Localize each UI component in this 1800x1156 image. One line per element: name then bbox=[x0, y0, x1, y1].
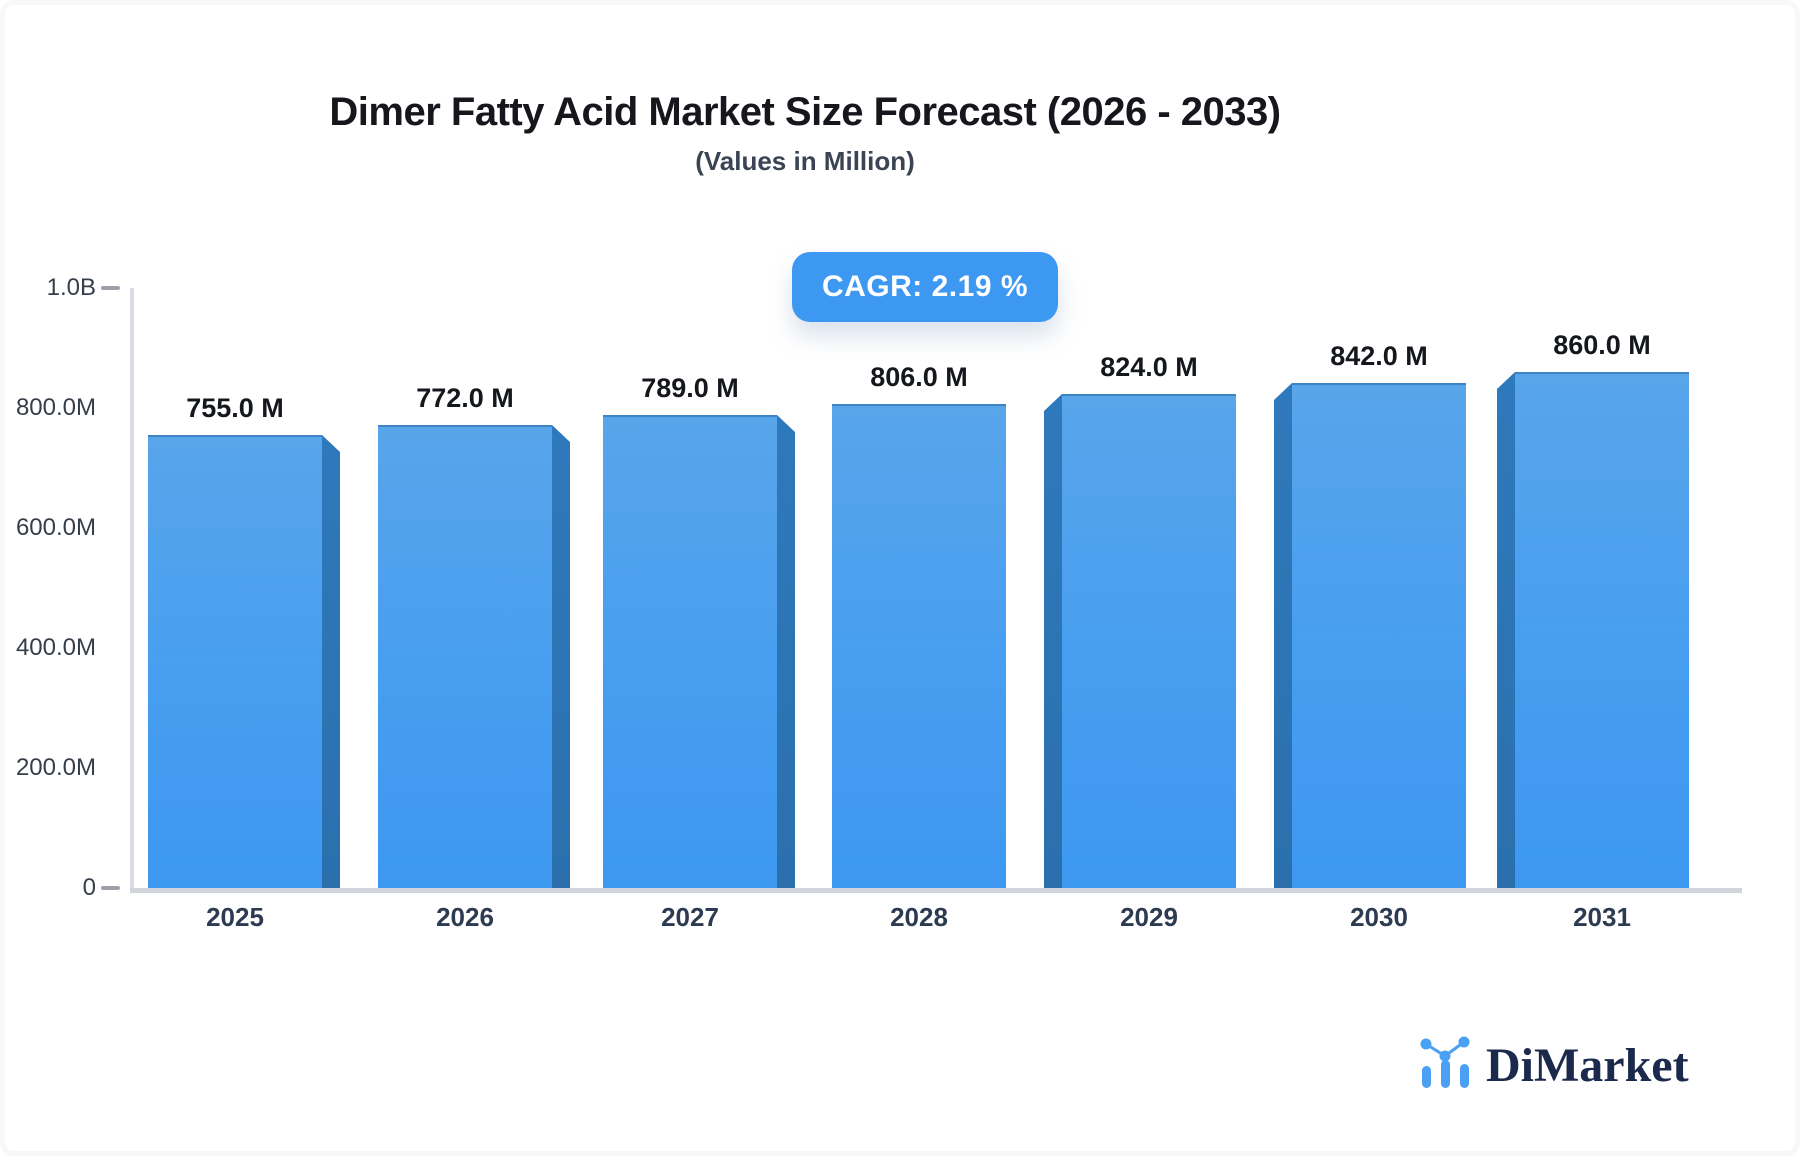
bar-2027 bbox=[603, 415, 777, 888]
mini-bar-chart-icon bbox=[1420, 1036, 1470, 1088]
y-axis-line bbox=[130, 288, 134, 888]
x-axis-label-2026: 2026 bbox=[436, 902, 494, 932]
bar-2029 bbox=[1062, 394, 1236, 888]
cagr-badge: CAGR: 2.19 % bbox=[792, 252, 1058, 322]
x-axis-label-2031: 2031 bbox=[1573, 902, 1631, 932]
x-axis-line bbox=[130, 888, 1742, 893]
y-axis-tick-label: 400.0M bbox=[15, 634, 96, 661]
brand-name: DiMarket bbox=[1486, 1039, 1689, 1092]
bar-value-label: 806.0 M bbox=[870, 362, 968, 392]
bar-value-label: 772.0 M bbox=[416, 383, 514, 413]
bar-value-label: 755.0 M bbox=[186, 393, 284, 423]
bar-side-2027 bbox=[777, 415, 795, 888]
brand-logo: DiMarket bbox=[1418, 1030, 1689, 1092]
y-axis-tick-label: 600.0M bbox=[15, 514, 96, 541]
bar-2025 bbox=[148, 435, 322, 888]
y-axis-tick-label: 800.0M bbox=[15, 394, 96, 421]
cagr-badge-label: CAGR: 2.19 % bbox=[821, 270, 1029, 303]
axis-tick-dash bbox=[101, 286, 120, 290]
x-axis-label-2030: 2030 bbox=[1350, 902, 1408, 932]
x-axis-label-2028: 2028 bbox=[890, 902, 948, 932]
y-axis-tick-label: 200.0M bbox=[15, 754, 96, 781]
bar-value-label: 789.0 M bbox=[641, 373, 739, 403]
bar-side-2031 bbox=[1497, 372, 1515, 888]
y-axis-tick-label: 1.0B bbox=[46, 274, 96, 301]
bar-2028 bbox=[832, 404, 1006, 888]
bar-2031 bbox=[1515, 372, 1689, 888]
axis-tick-dash bbox=[101, 886, 120, 890]
x-axis-label-2025: 2025 bbox=[206, 902, 264, 932]
bar-value-label: 824.0 M bbox=[1100, 352, 1198, 382]
chart-subtitle: (Values in Million) bbox=[695, 146, 915, 176]
bar-2026 bbox=[378, 425, 552, 888]
x-axis-label-2027: 2027 bbox=[661, 902, 719, 932]
bar-side-2029 bbox=[1044, 394, 1062, 888]
y-axis-tick-label: 0 bbox=[82, 874, 96, 901]
bar-value-label: 842.0 M bbox=[1330, 341, 1428, 371]
x-axis-label-2029: 2029 bbox=[1120, 902, 1178, 932]
bar-side-2030 bbox=[1274, 383, 1292, 888]
chart-title: Dimer Fatty Acid Market Size Forecast (2… bbox=[329, 90, 1281, 134]
bar-value-label: 860.0 M bbox=[1553, 330, 1651, 360]
bar-side-2026 bbox=[552, 425, 570, 888]
bar-2030 bbox=[1292, 383, 1466, 888]
bar-side-2025 bbox=[322, 435, 340, 888]
